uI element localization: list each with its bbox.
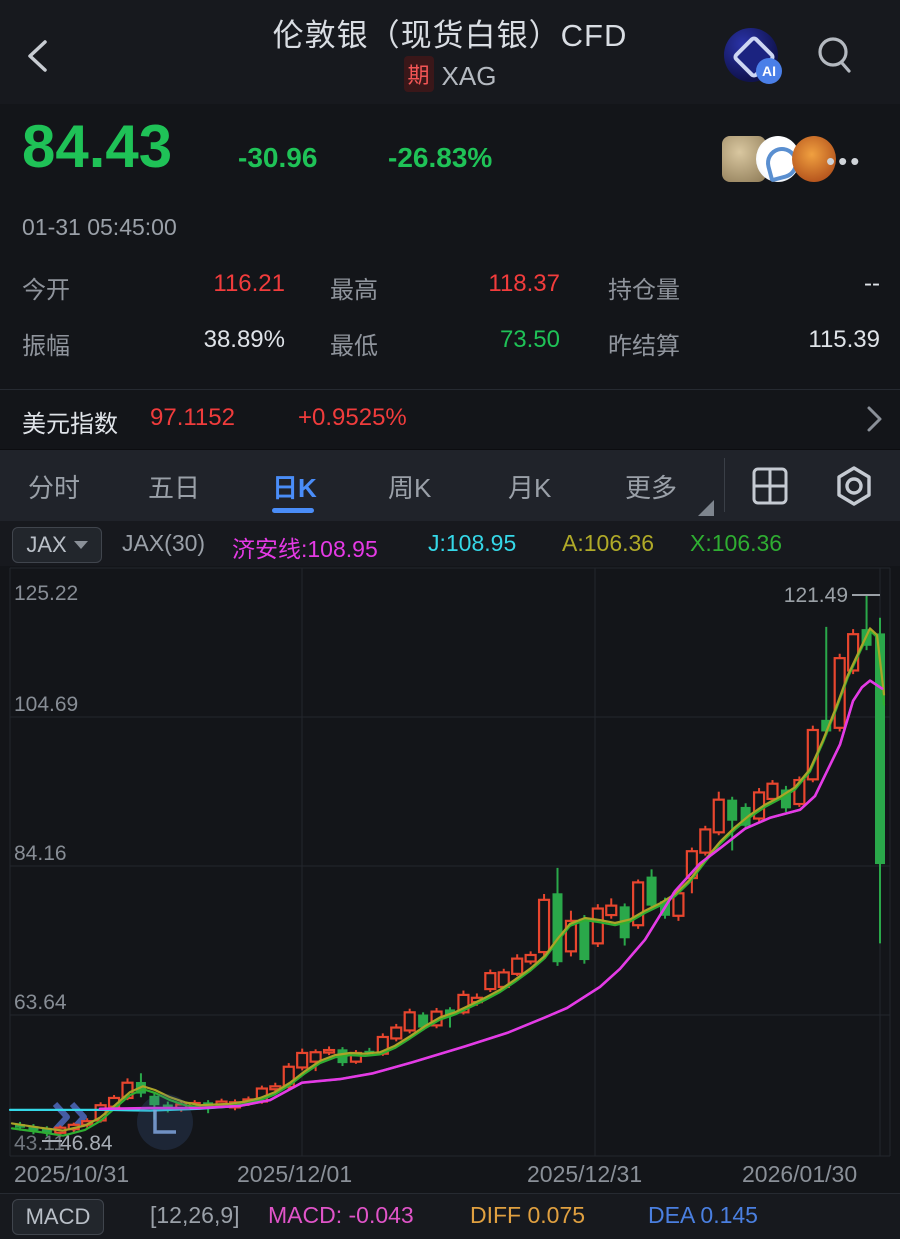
caret-down-icon bbox=[73, 541, 88, 549]
stat-value-open: 116.21 bbox=[213, 270, 285, 297]
chart-settings-button[interactable] bbox=[832, 464, 876, 508]
chevron-right-icon bbox=[867, 406, 882, 432]
price-change-pct: -26.83% bbox=[388, 142, 493, 173]
diff-value: DIFF 0.075 bbox=[470, 1202, 586, 1228]
tab-weekly-k[interactable]: 周K bbox=[388, 473, 432, 503]
indicator-selector-label: JAX bbox=[26, 532, 67, 557]
svg-text:46.84: 46.84 bbox=[60, 1132, 113, 1155]
stat-label: 最高 bbox=[330, 277, 378, 304]
tab-daily-k[interactable]: 日K bbox=[272, 473, 317, 503]
macd-row: MACD [12,26,9] MACD: -0.043 DIFF 0.075 D… bbox=[0, 1194, 900, 1239]
stat-value-amplitude: 38.89% bbox=[203, 326, 285, 353]
more-dropdown-triangle-icon bbox=[698, 500, 714, 516]
x-axis-label: 2025/10/31 bbox=[14, 1161, 130, 1187]
indicator-selector[interactable]: JAX bbox=[12, 527, 102, 563]
divider bbox=[0, 1193, 900, 1194]
grid-icon bbox=[752, 467, 788, 505]
indicator-value-j: J:108.95 bbox=[428, 530, 517, 556]
x-axis-label: 2026/01/30 bbox=[742, 1161, 858, 1187]
symbol-label: XAG bbox=[441, 61, 497, 91]
ai-assistant-button[interactable]: AI bbox=[724, 28, 782, 84]
stats-grid: 今开 116.21 最高 118.37 持仓量 -- 振幅 38.89% 最低 … bbox=[0, 258, 900, 388]
quote-timestamp: 01-31 05:45:00 bbox=[22, 214, 177, 240]
indicator-name: JAX(30) bbox=[122, 530, 206, 556]
symbol-row: 期 XAG bbox=[0, 56, 900, 92]
grid-layout-button[interactable] bbox=[748, 464, 792, 508]
stat-label: 振幅 bbox=[22, 333, 70, 360]
usd-index-value: 97.1152 bbox=[150, 404, 235, 431]
stat-value-high: 118.37 bbox=[488, 270, 560, 297]
header: 伦敦银（现货白银）CFD 期 XAG AI bbox=[0, 0, 900, 104]
svg-text:121.49: 121.49 bbox=[784, 584, 848, 607]
svg-text:63.64: 63.64 bbox=[14, 991, 67, 1014]
indicator-value-a: A:106.36 bbox=[562, 530, 655, 556]
avatar bbox=[792, 136, 836, 182]
stat-label: 今开 bbox=[22, 277, 70, 304]
magnifier-icon bbox=[818, 37, 851, 73]
divider bbox=[724, 458, 725, 512]
macd-selector[interactable]: MACD bbox=[12, 1199, 104, 1235]
svg-text:84.16: 84.16 bbox=[14, 842, 67, 865]
usd-index-row[interactable]: 美元指数 97.1152 +0.9525% bbox=[0, 390, 900, 448]
svg-text:104.69: 104.69 bbox=[14, 693, 78, 716]
macd-selector-label: MACD bbox=[25, 1204, 91, 1229]
usd-index-label: 美元指数 bbox=[22, 411, 118, 438]
stat-value-open-interest: -- bbox=[864, 270, 880, 297]
svg-text:43.11: 43.11 bbox=[14, 1132, 65, 1155]
back-button[interactable] bbox=[18, 34, 62, 78]
kchart-svg: 125.22 104.69 84.16 63.64 43.11 121.49 46.84 bbox=[8, 567, 891, 1157]
search-button[interactable] bbox=[812, 32, 858, 78]
macd-value: MACD: -0.043 bbox=[268, 1202, 414, 1228]
indicator-value-x: X:106.36 bbox=[690, 530, 783, 556]
last-price: 84.43 bbox=[22, 113, 173, 180]
macd-params: [12,26,9] bbox=[150, 1202, 240, 1228]
futures-badge: 期 bbox=[403, 56, 434, 92]
candlestick-chart[interactable]: 125.22 104.69 84.16 63.64 43.11 121.49 46.84 bbox=[0, 566, 900, 1158]
price-change: -30.96 bbox=[238, 142, 318, 173]
x-axis-label: 2025/12/01 bbox=[237, 1161, 353, 1187]
stat-label: 昨结算 bbox=[608, 333, 680, 360]
tab-minute[interactable]: 分时 bbox=[28, 473, 81, 503]
stat-label: 持仓量 bbox=[608, 277, 680, 304]
gear-icon bbox=[837, 466, 871, 506]
indicator-row: JAX JAX(30) 济安线:108.95 J:108.95 A:106.36… bbox=[0, 521, 900, 566]
ai-badge: AI bbox=[756, 58, 782, 84]
period-tabbar: 分时 五日 日K 周K 月K 更多 bbox=[0, 449, 900, 522]
stat-value-low: 73.50 bbox=[499, 326, 560, 353]
dea-value: DEA 0.145 bbox=[648, 1202, 758, 1228]
tab-more[interactable]: 更多 bbox=[625, 473, 678, 503]
x-axis: 2025/10/31 2025/12/01 2025/12/31 2026/01… bbox=[0, 1157, 900, 1193]
chevron-left-icon bbox=[28, 40, 47, 72]
stat-label: 最低 bbox=[330, 333, 378, 360]
active-tab-underline bbox=[272, 508, 314, 513]
usd-index-change: +0.9525% bbox=[298, 404, 407, 431]
divider bbox=[0, 389, 900, 390]
stat-value-prev-settle: 115.39 bbox=[808, 326, 880, 353]
more-avatars-button[interactable]: ••• bbox=[826, 146, 863, 176]
tab-5day[interactable]: 五日 bbox=[148, 473, 201, 503]
svg-text:125.22: 125.22 bbox=[14, 582, 78, 605]
x-axis-label: 2025/12/31 bbox=[527, 1161, 643, 1187]
indicator-value-jax: 济安线:108.95 bbox=[232, 536, 378, 562]
tab-monthly-k[interactable]: 月K bbox=[508, 473, 552, 503]
page-title: 伦敦银（现货白银）CFD bbox=[272, 18, 628, 53]
